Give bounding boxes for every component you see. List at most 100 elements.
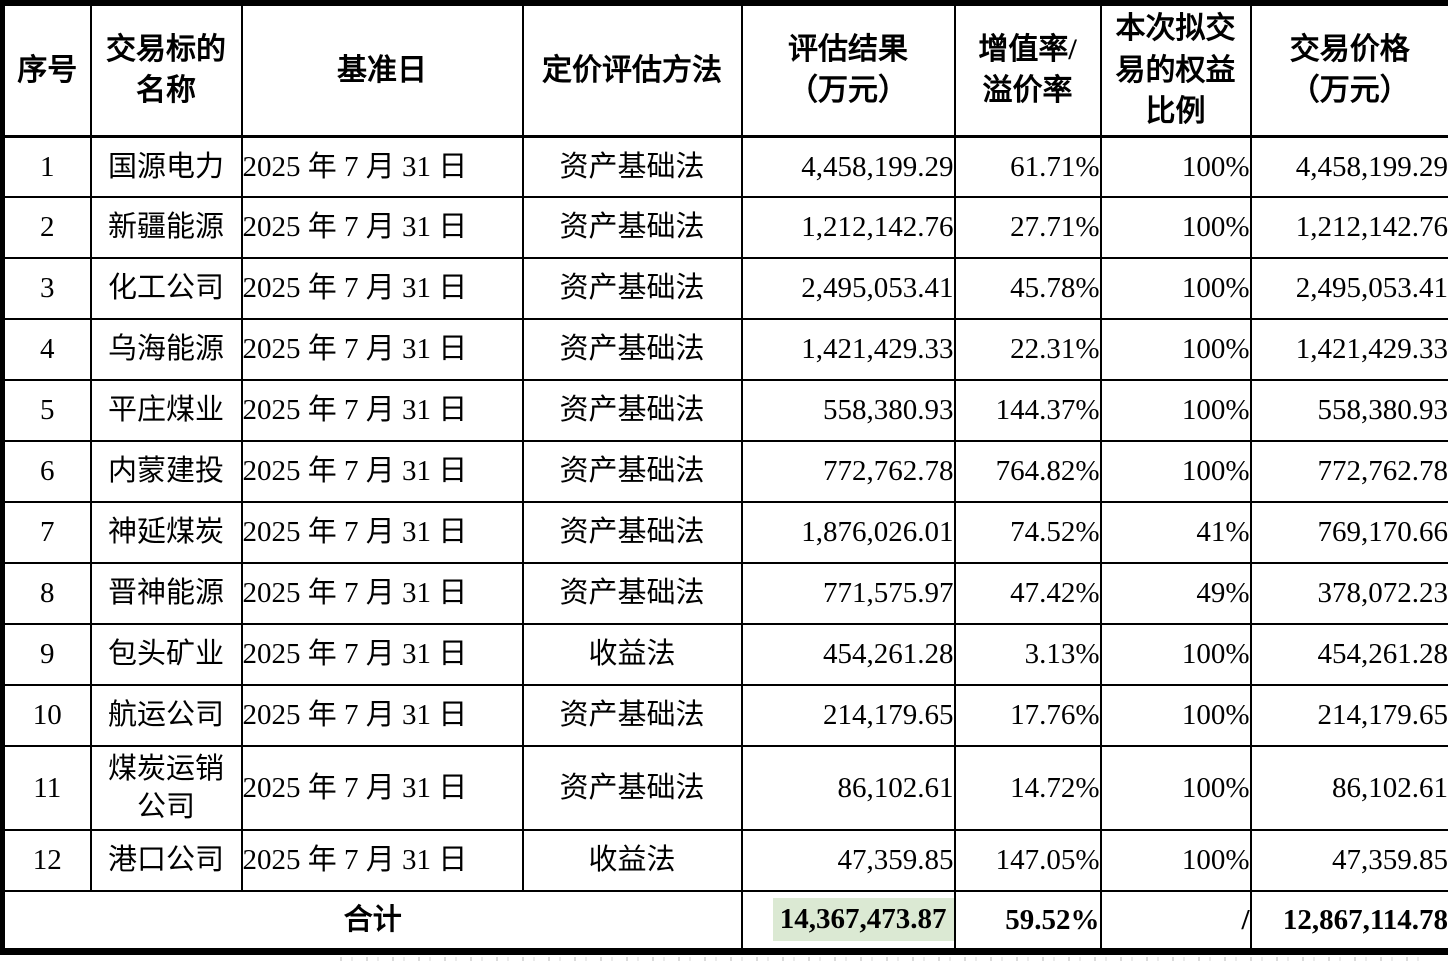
base-date: 2025 年 7 月 31 日 — [240, 623, 524, 686]
col-header-date: 基准日 — [240, 2, 524, 138]
target-name: 港口公司 — [89, 829, 243, 892]
premium-rate: 61.71% — [953, 135, 1102, 198]
equity-ratio: 100% — [1099, 135, 1252, 198]
col-header-premium: 增值率/ 溢价率 — [953, 2, 1102, 138]
target-name: 平庄煤业 — [89, 379, 243, 442]
valuation-method: 资产基础法 — [521, 745, 743, 831]
total-row: 合计 14,367,473.87 59.52% / 12,867,114.78 — [1, 890, 1448, 952]
premium-rate: 45.78% — [953, 257, 1102, 320]
base-date: 2025 年 7 月 31 日 — [240, 829, 524, 892]
base-date: 2025 年 7 月 31 日 — [240, 501, 524, 564]
base-date: 2025 年 7 月 31 日 — [240, 684, 524, 747]
col-header-method: 定价评估方法 — [521, 2, 743, 138]
premium-rate: 74.52% — [953, 501, 1102, 564]
table-row: 10 航运公司 2025 年 7 月 31 日 资产基础法 214,179.65… — [1, 684, 1448, 747]
equity-ratio: 100% — [1099, 257, 1252, 320]
premium-rate: 27.71% — [953, 196, 1102, 259]
base-date: 2025 年 7 月 31 日 — [240, 562, 524, 625]
row-index: 12 — [1, 829, 92, 892]
valuation-result: 772,762.78 — [740, 440, 956, 503]
transaction-price: 214,179.65 — [1249, 684, 1448, 747]
target-name: 化工公司 — [89, 257, 243, 320]
base-date: 2025 年 7 月 31 日 — [240, 440, 524, 503]
clipped-footnote-remnant — [340, 956, 1420, 961]
base-date: 2025 年 7 月 31 日 — [240, 745, 524, 831]
row-index: 3 — [1, 257, 92, 320]
row-index: 10 — [1, 684, 92, 747]
target-name: 包头矿业 — [89, 623, 243, 686]
valuation-method: 资产基础法 — [521, 501, 743, 564]
valuation-method: 资产基础法 — [521, 318, 743, 381]
valuation-result: 454,261.28 — [740, 623, 956, 686]
premium-rate: 14.72% — [953, 745, 1102, 831]
target-name: 煤炭运销 公司 — [89, 745, 243, 831]
base-date: 2025 年 7 月 31 日 — [240, 318, 524, 381]
valuation-result: 86,102.61 — [740, 745, 956, 831]
premium-rate: 144.37% — [953, 379, 1102, 442]
valuation-method: 资产基础法 — [521, 562, 743, 625]
valuation-method: 资产基础法 — [521, 684, 743, 747]
equity-ratio: 100% — [1099, 829, 1252, 892]
valuation-result: 214,179.65 — [740, 684, 956, 747]
table-row: 2 新疆能源 2025 年 7 月 31 日 资产基础法 1,212,142.7… — [1, 196, 1448, 259]
transaction-price: 454,261.28 — [1249, 623, 1448, 686]
valuation-result: 558,380.93 — [740, 379, 956, 442]
base-date: 2025 年 7 月 31 日 — [240, 257, 524, 320]
valuation-result: 47,359.85 — [740, 829, 956, 892]
premium-rate: 764.82% — [953, 440, 1102, 503]
valuation-method: 资产基础法 — [521, 196, 743, 259]
transaction-price: 769,170.66 — [1249, 501, 1448, 564]
total-equity-ratio: / — [1099, 890, 1252, 952]
equity-ratio: 100% — [1099, 379, 1252, 442]
header-row: 序号 交易标的 名称 基准日 定价评估方法 评估结果 （万元） 增值率/ 溢价率… — [1, 2, 1448, 138]
base-date: 2025 年 7 月 31 日 — [240, 196, 524, 259]
total-valuation-result: 14,367,473.87 — [740, 890, 956, 952]
target-name: 新疆能源 — [89, 196, 243, 259]
table-row: 6 内蒙建投 2025 年 7 月 31 日 资产基础法 772,762.78 … — [1, 440, 1448, 503]
table-row: 1 国源电力 2025 年 7 月 31 日 资产基础法 4,458,199.2… — [1, 135, 1448, 198]
table-row: 12 港口公司 2025 年 7 月 31 日 收益法 47,359.85 14… — [1, 829, 1448, 892]
row-index: 11 — [1, 745, 92, 831]
valuation-method: 资产基础法 — [521, 440, 743, 503]
table-row: 5 平庄煤业 2025 年 7 月 31 日 资产基础法 558,380.93 … — [1, 379, 1448, 442]
col-header-index: 序号 — [1, 2, 92, 138]
valuation-result: 4,458,199.29 — [740, 135, 956, 198]
premium-rate: 3.13% — [953, 623, 1102, 686]
total-result-highlight: 14,367,473.87 — [772, 898, 953, 942]
transaction-price: 47,359.85 — [1249, 829, 1448, 892]
target-name: 国源电力 — [89, 135, 243, 198]
transaction-price: 1,421,429.33 — [1249, 318, 1448, 381]
equity-ratio: 100% — [1099, 684, 1252, 747]
equity-ratio: 100% — [1099, 196, 1252, 259]
equity-ratio: 100% — [1099, 745, 1252, 831]
row-index: 7 — [1, 501, 92, 564]
transaction-price: 1,212,142.76 — [1249, 196, 1448, 259]
transaction-price: 2,495,053.41 — [1249, 257, 1448, 320]
valuation-result: 1,876,026.01 — [740, 501, 956, 564]
table-row: 9 包头矿业 2025 年 7 月 31 日 收益法 454,261.28 3.… — [1, 623, 1448, 686]
valuation-method: 收益法 — [521, 623, 743, 686]
equity-ratio: 41% — [1099, 501, 1252, 564]
col-header-result: 评估结果 （万元） — [740, 2, 956, 138]
row-index: 8 — [1, 562, 92, 625]
col-header-price: 交易价格 （万元） — [1249, 2, 1448, 138]
equity-ratio: 100% — [1099, 318, 1252, 381]
total-transaction-price: 12,867,114.78 — [1249, 890, 1448, 952]
target-name: 航运公司 — [89, 684, 243, 747]
equity-ratio: 100% — [1099, 440, 1252, 503]
total-label: 合计 — [1, 890, 743, 952]
col-header-name: 交易标的 名称 — [89, 2, 243, 138]
table-row: 11 煤炭运销 公司 2025 年 7 月 31 日 资产基础法 86,102.… — [1, 745, 1448, 831]
valuation-method: 收益法 — [521, 829, 743, 892]
base-date: 2025 年 7 月 31 日 — [240, 379, 524, 442]
table-row: 3 化工公司 2025 年 7 月 31 日 资产基础法 2,495,053.4… — [1, 257, 1448, 320]
row-index: 2 — [1, 196, 92, 259]
row-index: 6 — [1, 440, 92, 503]
row-index: 5 — [1, 379, 92, 442]
transaction-price: 4,458,199.29 — [1249, 135, 1448, 198]
valuation-result: 1,212,142.76 — [740, 196, 956, 259]
table-row: 7 神延煤炭 2025 年 7 月 31 日 资产基础法 1,876,026.0… — [1, 501, 1448, 564]
col-header-equity: 本次拟交 易的权益 比例 — [1099, 2, 1252, 138]
target-name: 内蒙建投 — [89, 440, 243, 503]
